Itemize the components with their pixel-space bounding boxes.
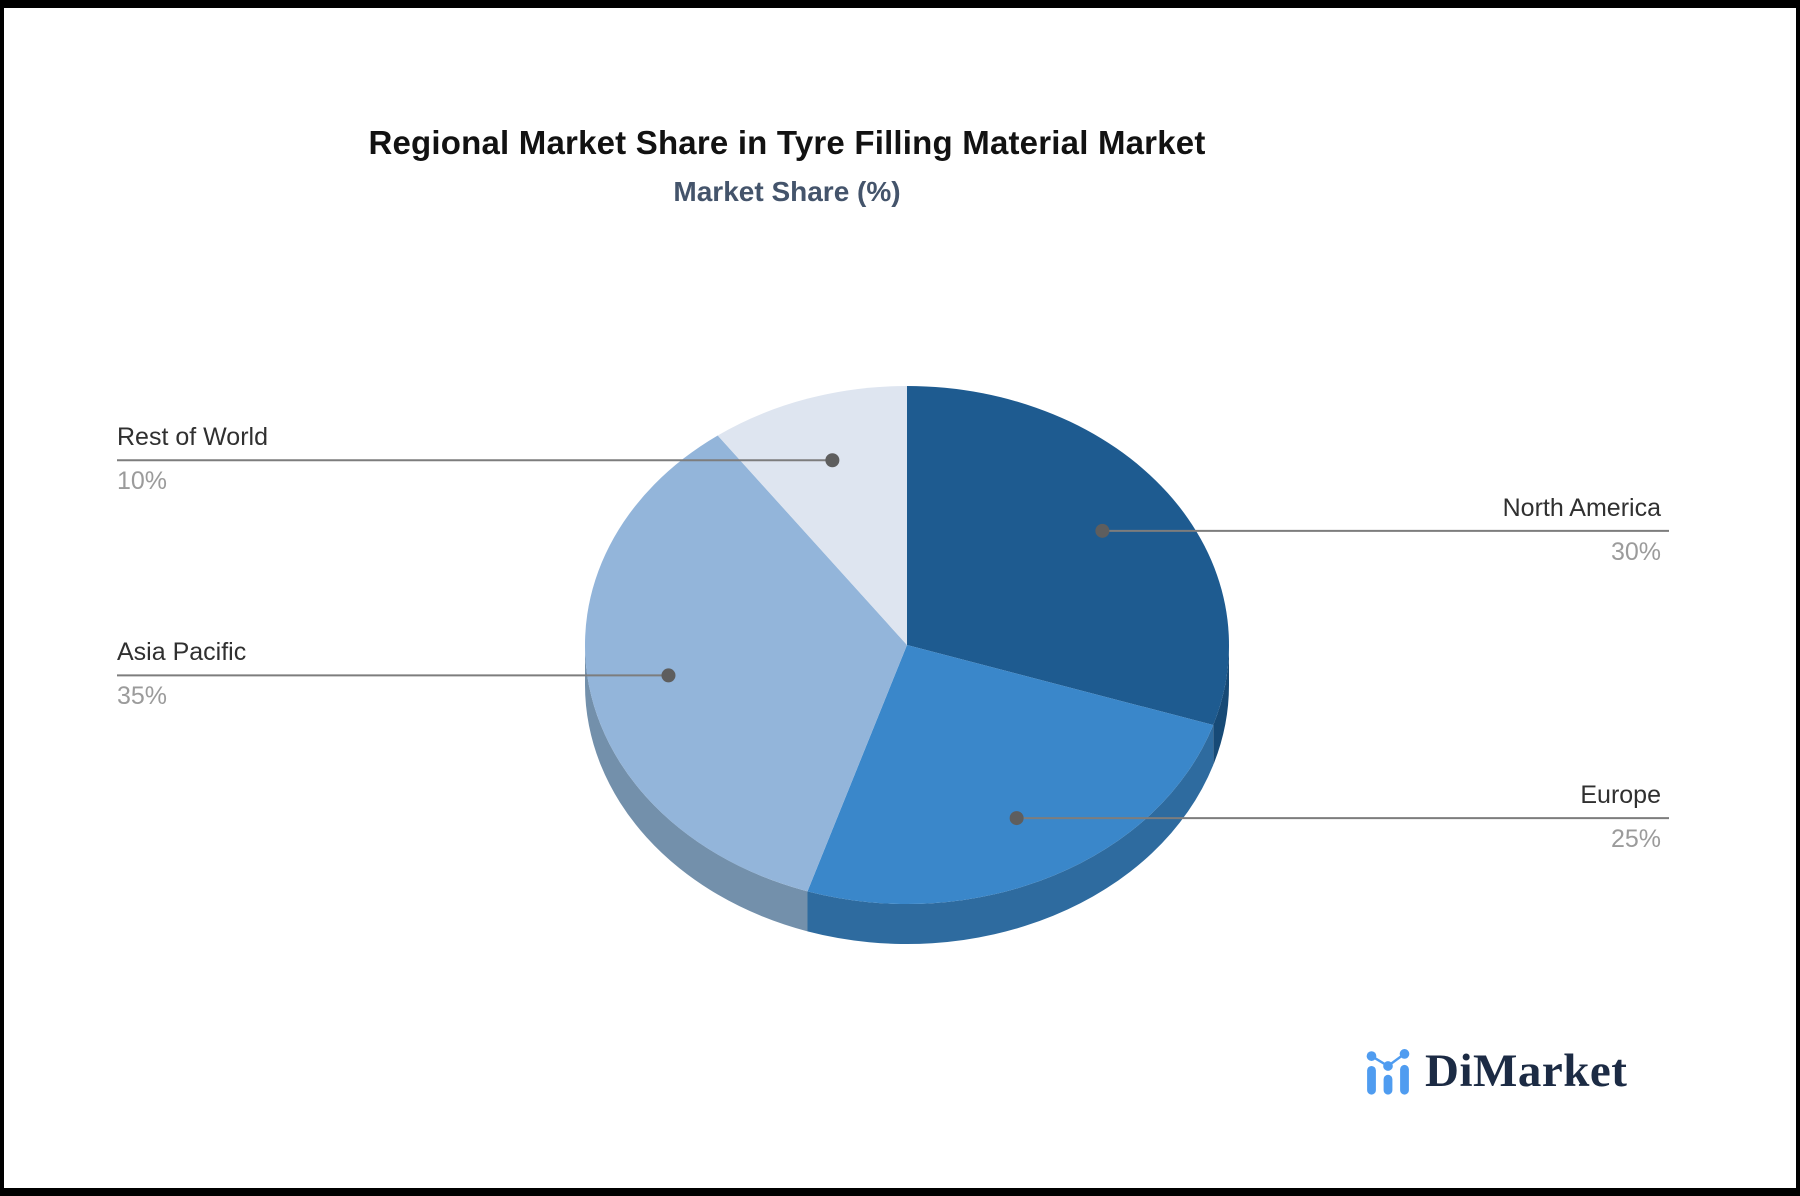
chart-page: Regional Market Share in Tyre Filling Ma… (4, 8, 1796, 1188)
chart-subtitle: Market Share (%) (673, 176, 901, 207)
callout-value-europe: 25% (1610, 825, 1661, 854)
callout-label-asia-pacific: Asia Pacific (117, 638, 247, 667)
pie-slice-side-north-america (1213, 645, 1229, 766)
pie-slice-rest-of-world[interactable] (717, 386, 907, 645)
callout-dot-rest-of-world (825, 453, 840, 468)
logo-wordmark: DiMarket (1425, 1045, 1628, 1097)
callout-value-north-america: 30% (1610, 537, 1661, 566)
pie-slice-side-europe (807, 725, 1214, 944)
pie-chart-canvas (117, 386, 1669, 944)
callout-value-asia-pacific: 35% (117, 682, 168, 711)
callout-dot-north-america (1095, 523, 1110, 538)
callout-label-rest-of-world: Rest of World (117, 423, 268, 452)
dimarket-logo: DiMarket (1366, 1045, 1628, 1097)
pie-slice-europe[interactable] (807, 645, 1214, 904)
callout-dot-asia-pacific (661, 668, 676, 683)
chart-title: Regional Market Share in Tyre Filling Ma… (368, 124, 1206, 161)
callout-label-north-america: North America (1502, 493, 1661, 522)
pie-slice-north-america[interactable] (907, 386, 1230, 726)
bar-line-chart-icon (1366, 1049, 1410, 1095)
pie-slice-side-asia-pacific (585, 645, 808, 932)
callout-value-rest-of-world: 10% (117, 467, 168, 496)
callout-dot-europe (1009, 811, 1024, 826)
pie-slice-asia-pacific[interactable] (585, 435, 907, 892)
callout-label-europe: Europe (1580, 781, 1661, 810)
